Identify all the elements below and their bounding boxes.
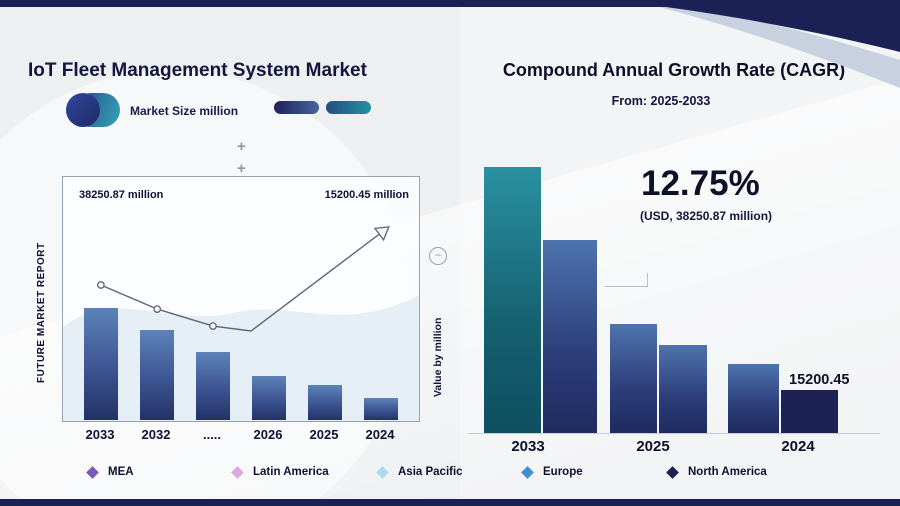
value-annotation-15200: 15200.45: [789, 372, 850, 388]
step-line-decoration: [605, 273, 648, 287]
right-chart-baseline: [468, 433, 880, 434]
legend-label-latin-america: Latin America: [253, 466, 329, 478]
legend-item-asia-pacific: Asia Pacific: [376, 465, 523, 479]
diamond-icon-mea: [86, 465, 99, 479]
left-chart-side-label: FUTURE MARKET REPORT: [36, 242, 47, 383]
minus-circle-icon: −: [429, 247, 447, 265]
left-x-label-2024: 2024: [365, 427, 395, 442]
right-chart-ylabel: Value by million: [432, 317, 444, 398]
market-bar-dots: [196, 352, 230, 420]
legend-label-mea: MEA: [108, 466, 134, 478]
cagr-bar-2024-1: [728, 364, 779, 433]
cagr-value: 12.75%: [641, 164, 760, 203]
region-legend: MEA Latin America Asia Pacific Europe North …: [86, 465, 813, 479]
cagr-bar-2025-2: [659, 345, 707, 433]
left-chart-title: IoT Fleet Management System Market: [28, 60, 367, 81]
left-x-label-2025: 2025: [309, 427, 339, 442]
cagr-bar-2033-1: [484, 167, 541, 433]
plus-decoration-1: +: [237, 138, 246, 155]
cagr-bar-2025-1: [610, 324, 657, 433]
corner-swoosh-decoration: [610, 0, 900, 88]
market-size-chart: 38250.87 million 15200.45 million: [62, 176, 420, 422]
right-chart-subtitle: From: 2025-2033: [611, 94, 711, 108]
market-bar-2025: [308, 385, 342, 420]
market-size-icon: [66, 92, 120, 128]
cagr-basis: (USD, 38250.87 million): [640, 209, 773, 223]
left-x-label-2033: 2033: [85, 427, 115, 442]
legend-pills: [274, 101, 371, 114]
right-x-labels: 2033 2025 2024: [468, 438, 880, 458]
cagr-bar-2033-2: [543, 240, 597, 433]
left-bars: [63, 177, 419, 421]
left-x-label-dots: .....: [202, 427, 222, 442]
right-x-label-2024: 2024: [781, 438, 815, 455]
right-x-label-2033: 2033: [511, 438, 545, 455]
diamond-icon-north-america: [666, 465, 679, 479]
legend-pill-navy: [274, 101, 319, 114]
diamond-icon-latin-america: [231, 465, 244, 479]
right-chart-title: Compound Annual Growth Rate (CAGR): [502, 60, 846, 80]
market-bar-2026: [252, 376, 286, 420]
value-label-2024: 15200.45 million: [324, 189, 409, 201]
legend-item-north-america: North America: [666, 465, 813, 479]
legend-label-asia-pacific: Asia Pacific: [398, 466, 463, 478]
legend-item-europe: Europe: [521, 465, 668, 479]
diamond-icon-europe: [521, 465, 534, 479]
market-bar-2032: [140, 330, 174, 420]
market-bar-2024: [364, 398, 398, 420]
diamond-icon-asia-pacific: [376, 465, 389, 479]
market-bar-2033: [84, 308, 118, 420]
bottom-accent-bar: [0, 499, 900, 506]
right-x-label-2025: 2025: [636, 438, 670, 455]
left-x-label-2026: 2026: [253, 427, 283, 442]
plus-decoration-2: +: [237, 160, 246, 177]
market-size-legend-label: Market Size million: [130, 104, 239, 118]
value-label-2033: 38250.87 million: [79, 189, 164, 201]
left-x-label-2032: 2032: [141, 427, 171, 442]
right-bars: [468, 160, 880, 433]
legend-item-mea: MEA: [86, 465, 233, 479]
legend-item-latin-america: Latin America: [231, 465, 378, 479]
market-size-icon-cap: [66, 93, 100, 127]
cagr-bar-2024-2: [781, 390, 838, 433]
legend-label-north-america: North America: [688, 466, 767, 478]
legend-pill-teal: [326, 101, 371, 114]
legend-label-europe: Europe: [543, 466, 583, 478]
left-x-labels: 2033 2032..... 2026 2025 2024: [62, 427, 420, 445]
top-accent-bar: [0, 0, 900, 7]
